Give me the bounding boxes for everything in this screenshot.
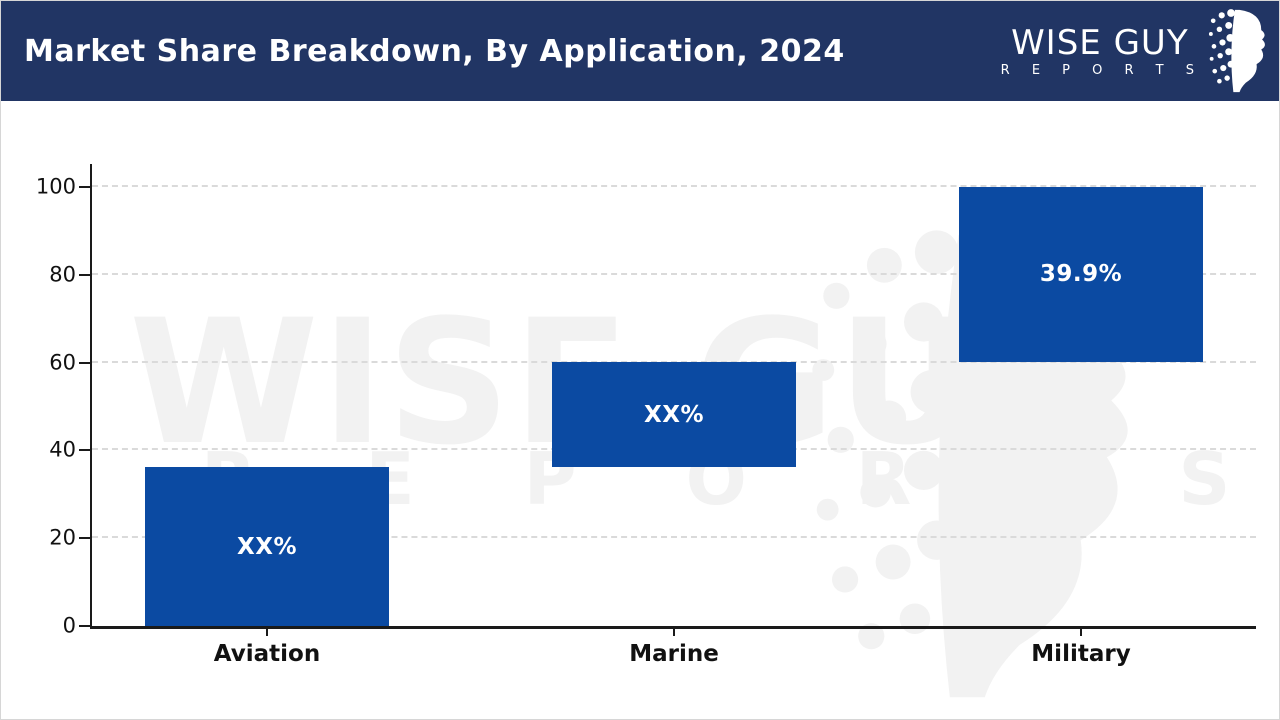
bar-marine: XX% <box>552 362 796 468</box>
xaxis-label-marine: Marine <box>629 641 719 667</box>
plot-area: 0 20 40 60 80 100 XX% Aviation XX% Marine 39.9% Mil… <box>36 164 1256 666</box>
xtick-marine <box>673 629 675 636</box>
ytick-label-0: 0 <box>62 613 76 638</box>
chart-area: WISE GUY R E P O R T S 0 20 40 60 80 100 XX% Av… <box>1 101 1279 719</box>
xtick-military <box>1080 629 1082 636</box>
ytick-label-20: 20 <box>49 525 76 550</box>
logo-face-icon <box>1208 9 1265 93</box>
bar-label-marine: XX% <box>643 401 704 428</box>
ytick-40 <box>79 449 90 452</box>
logo-subtext: R E P O R T S <box>1000 62 1203 78</box>
page-title: Market Share Breakdown, By Application, … <box>24 33 845 69</box>
ytick-20 <box>79 537 90 540</box>
bar-military: 39.9% <box>959 186 1203 363</box>
gridline-100 <box>92 184 1256 187</box>
ytick-label-60: 60 <box>49 350 76 375</box>
ytick-80 <box>79 273 90 276</box>
logo-wordmark: WISE GUY <box>1011 22 1189 63</box>
wiseguy-logo: WISE GUY R E P O R T S <box>997 8 1269 94</box>
ytick-label-80: 80 <box>49 262 76 287</box>
bar-label-aviation: XX% <box>236 533 297 560</box>
ytick-60 <box>79 361 90 364</box>
gridline-60 <box>92 360 1256 363</box>
gridline-80 <box>92 272 1256 275</box>
ytick-100 <box>79 185 90 188</box>
xtick-aviation <box>266 629 268 636</box>
xaxis-label-aviation: Aviation <box>213 641 321 667</box>
ytick-0 <box>79 625 90 627</box>
xaxis-label-military: Military <box>1031 641 1131 667</box>
bar-label-military: 39.9% <box>1039 261 1123 288</box>
ytick-label-40: 40 <box>49 437 76 462</box>
gridline-20 <box>92 536 1256 539</box>
bar-aviation: XX% <box>145 467 389 626</box>
header: Market Share Breakdown, By Application, … <box>1 1 1279 101</box>
ytick-label-100: 100 <box>35 174 76 199</box>
